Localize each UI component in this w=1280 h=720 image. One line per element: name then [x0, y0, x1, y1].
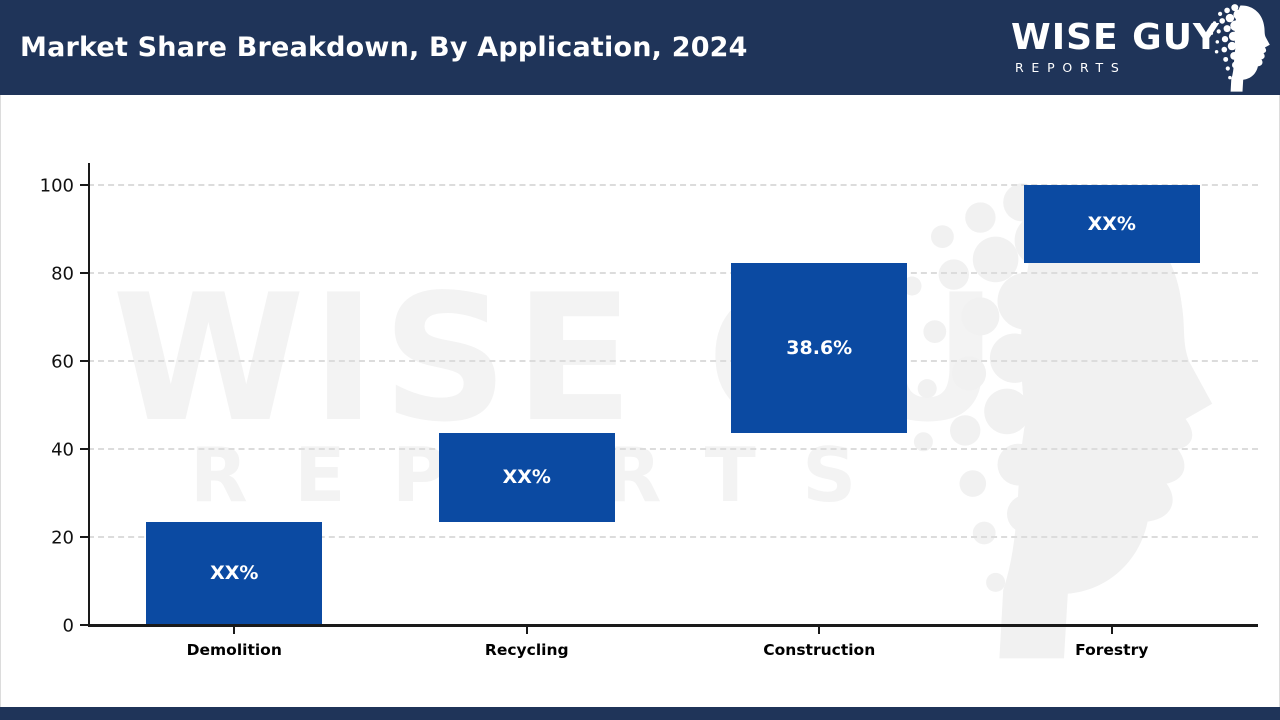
- bar-value-label: 38.6%: [786, 336, 853, 359]
- bar: XX%: [438, 432, 615, 522]
- x-tick: [818, 627, 821, 634]
- gridline: [88, 360, 1258, 362]
- bar-value-label: XX%: [210, 562, 259, 585]
- x-tick: [1110, 627, 1113, 634]
- y-tick: [80, 448, 88, 450]
- page-title: Market Share Breakdown, By Application, …: [20, 32, 748, 63]
- header-bar: Market Share Breakdown, By Application, …: [0, 0, 1280, 95]
- x-axis-spine: [88, 624, 1258, 627]
- y-axis-spine: [88, 163, 90, 625]
- y-tick: [80, 360, 88, 362]
- gridline: [88, 184, 1258, 186]
- y-tick-label: 100: [39, 175, 74, 197]
- gridline: [88, 272, 1258, 274]
- x-axis-label: Construction: [763, 641, 876, 659]
- x-tick: [233, 627, 236, 634]
- footer-bar: [0, 707, 1280, 720]
- y-tick: [80, 272, 88, 274]
- y-tick: [80, 184, 88, 186]
- bar: 38.6%: [731, 262, 908, 433]
- x-tick: [525, 627, 528, 634]
- bar: XX%: [1023, 185, 1200, 263]
- y-tick-label: 80: [51, 263, 74, 285]
- gridline: [88, 536, 1258, 538]
- bar-value-label: XX%: [1087, 212, 1136, 235]
- y-tick-label: 0: [62, 615, 74, 637]
- y-tick: [80, 536, 88, 538]
- bar: XX%: [146, 521, 323, 625]
- y-tick: [80, 624, 88, 626]
- bar-value-label: XX%: [502, 466, 551, 489]
- brand-logo: WISE GUY REPORTS: [1011, 2, 1280, 93]
- y-tick-label: 40: [51, 439, 74, 461]
- x-axis-label: Recycling: [484, 641, 569, 659]
- y-tick-label: 20: [51, 527, 74, 549]
- brand-name: WISE GUY: [1010, 17, 1220, 58]
- gridline: [88, 448, 1258, 450]
- x-axis-label: Forestry: [1075, 641, 1149, 659]
- chart-plot-area: 0 20 40 60 80 100 XX% Demolition XX% Recycling 38.…: [0, 95, 1280, 707]
- y-tick-label: 60: [51, 351, 74, 373]
- brand-subtitle: REPORTS: [1014, 60, 1127, 75]
- wiseguy-head-icon: [1210, 4, 1270, 92]
- x-axis-label: Demolition: [186, 641, 282, 659]
- brand-text: WISE GUY REPORTS: [1010, 17, 1220, 76]
